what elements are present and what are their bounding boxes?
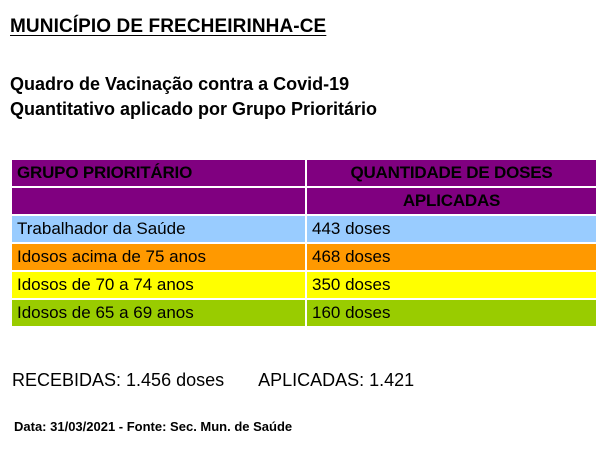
footer-source-note: Data: 31/03/2021 - Fonte: Sec. Mun. de S… <box>14 419 293 434</box>
header-group-priority: GRUPO PRIORITÁRIO <box>12 160 305 186</box>
row-group-label: Trabalhador da Saúde <box>12 216 305 242</box>
summary-received: RECEBIDAS: 1.456 doses <box>12 370 225 390</box>
row-doses-value: 350 doses <box>307 272 596 298</box>
table-row: Idosos acima de 75 anos 468 doses <box>12 244 596 270</box>
row-group-label: Idosos de 70 a 74 anos <box>12 272 305 298</box>
page-title: MUNICÍPIO DE FRECHEIRINHA-CE <box>10 16 327 37</box>
row-group-label: Idosos de 65 a 69 anos <box>12 300 305 326</box>
header-doses-line-1: QUANTIDADE DE DOSES <box>307 160 596 186</box>
summary-line: RECEBIDAS: 1.456 doses APLICADAS: 1.421 <box>12 370 414 391</box>
table-header-row-2: APLICADAS <box>12 188 596 214</box>
row-doses-value: 468 doses <box>307 244 596 270</box>
table-row: Idosos de 65 a 69 anos 160 doses <box>12 300 596 326</box>
table-row: Idosos de 70 a 74 anos 350 doses <box>12 272 596 298</box>
subtitle-line-2: Quantitativo aplicado por Grupo Prioritá… <box>10 99 378 119</box>
summary-applied: APLICADAS: 1.421 <box>258 370 415 390</box>
table-header-row-1: GRUPO PRIORITÁRIO QUANTIDADE DE DOSES <box>12 160 596 186</box>
header-doses-line-2: APLICADAS <box>307 188 596 214</box>
table-row: Trabalhador da Saúde 443 doses <box>12 216 596 242</box>
subtitle-block: Quadro de Vacinação contra a Covid-19 Qu… <box>10 72 377 122</box>
subtitle-line-1: Quadro de Vacinação contra a Covid-19 <box>10 74 350 94</box>
vaccination-table: GRUPO PRIORITÁRIO QUANTIDADE DE DOSES AP… <box>10 158 598 328</box>
row-doses-value: 160 doses <box>307 300 596 326</box>
header-group-priority-blank <box>12 188 305 214</box>
row-doses-value: 443 doses <box>307 216 596 242</box>
row-group-label: Idosos acima de 75 anos <box>12 244 305 270</box>
